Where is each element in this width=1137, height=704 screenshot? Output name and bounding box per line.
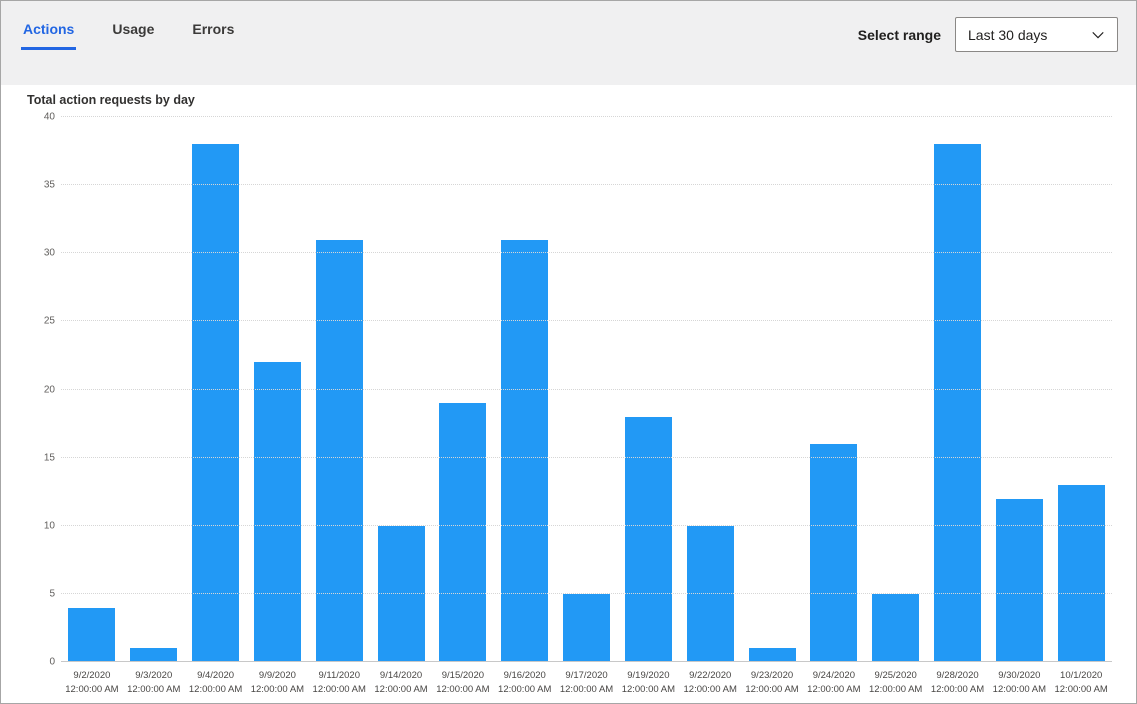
x-axis: 9/2/2020 12:00:00 AM 9/3/2020 12:00:00 AM 9/… xyxy=(61,662,1112,697)
bar-slot xyxy=(432,117,494,662)
plot-area: 9/2/2020 12:00:00 AM 9/3/2020 12:00:00 AM 9/… xyxy=(44,112,1112,695)
bar-slot xyxy=(246,117,308,662)
gridline-10 xyxy=(61,524,1112,526)
bar-slot xyxy=(803,117,865,662)
bar-slot xyxy=(494,117,556,662)
gridline-5 xyxy=(61,592,1112,594)
gridline-15 xyxy=(61,456,1112,458)
gridline-25 xyxy=(61,320,1112,322)
bar-slot xyxy=(556,117,618,662)
gridline-35 xyxy=(61,184,1112,186)
x-tick-label: 9/15/2020 12:00:00 AM xyxy=(436,670,490,695)
bar-9/15/2020 xyxy=(439,403,487,662)
bar-9/9/2020 xyxy=(253,362,301,662)
tab-bar: Actions Usage Errors xyxy=(21,15,236,50)
bar-9/17/2020 xyxy=(563,593,611,662)
y-tick-label: 5 xyxy=(49,588,55,600)
bar-slot xyxy=(741,117,803,662)
gridline-30 xyxy=(61,252,1112,254)
bar-slot xyxy=(308,117,370,662)
bar-9/25/2020 xyxy=(872,593,920,662)
bar-slot xyxy=(370,117,432,662)
x-tick-label: 9/25/2020 12:00:00 AM xyxy=(869,670,923,695)
x-tick-label: 9/28/2020 12:00:00 AM xyxy=(930,670,985,695)
bar-9/4/2020 xyxy=(192,144,240,662)
x-tick-label: 9/17/2020 12:00:00 AM xyxy=(559,670,614,695)
tab-actions[interactable]: Actions xyxy=(21,15,77,50)
range-dropdown-value: Last 30 days xyxy=(968,26,1048,43)
bar-chart: 9/2/2020 12:00:00 AM 9/3/2020 12:00:00 AM 9/… xyxy=(39,112,1118,695)
bar-9/14/2020 xyxy=(377,525,425,662)
bar-9/16/2020 xyxy=(501,239,549,662)
y-tick-label: 25 xyxy=(43,315,55,327)
x-tick-label: 9/22/2020 12:00:00 AM xyxy=(683,670,737,695)
bar-9/24/2020 xyxy=(810,444,858,662)
x-tick-label: 9/16/2020 12:00:00 AM xyxy=(498,670,552,695)
gridline-20 xyxy=(61,388,1112,390)
bar-9/3/2020 xyxy=(130,648,178,662)
chart-title: Total action requests by day xyxy=(27,93,195,107)
bar-slot xyxy=(617,117,679,662)
header: Actions Usage Errors Select range Last 3… xyxy=(1,1,1136,85)
x-tick-label: 9/2/2020 12:00:00 AM xyxy=(65,670,119,695)
bar-9/19/2020 xyxy=(624,416,672,662)
bar-9/11/2020 xyxy=(315,239,363,662)
y-tick-label: 35 xyxy=(43,179,55,191)
y-tick-label: 20 xyxy=(43,384,55,395)
range-dropdown[interactable]: Last 30 days xyxy=(955,17,1118,52)
bar-slot xyxy=(988,117,1050,662)
chevron-down-icon xyxy=(1092,31,1104,38)
gridline-0 xyxy=(61,661,1112,662)
x-tick-label: 9/11/2020 12:00:00 AM xyxy=(312,670,366,695)
bar-9/2/2020 xyxy=(68,607,116,662)
x-tick-label: 10/1/2020 12:00:00 AM xyxy=(1054,670,1108,695)
x-tick-label: 9/19/2020 12:00:00 AM xyxy=(621,670,676,695)
gridline-40 xyxy=(61,116,1112,117)
bar-9/28/2020 xyxy=(934,144,981,662)
tab-usage[interactable]: Usage xyxy=(112,21,155,37)
x-tick-label: 9/23/2020 12:00:00 AM xyxy=(745,670,799,695)
chart-card: Total action requests by day 9/2/2020 12:… xyxy=(1,85,1136,703)
y-tick-label: 30 xyxy=(43,247,55,259)
y-tick-label: 40 xyxy=(43,111,55,123)
y-tick-label: 10 xyxy=(43,520,55,532)
bar-9/30/2020 xyxy=(995,498,1043,662)
bar-9/23/2020 xyxy=(748,648,796,662)
y-tick-label: 15 xyxy=(43,452,55,464)
bar-slot xyxy=(123,117,185,662)
bar-9/22/2020 xyxy=(686,525,734,662)
x-tick-label: 9/30/2020 12:00:00 AM xyxy=(992,670,1047,695)
x-tick-label: 9/9/2020 12:00:00 AM xyxy=(250,670,305,695)
bar-slot xyxy=(865,117,927,662)
range-selector-group: Select range Last 30 days xyxy=(858,17,1118,52)
y-tick-label: 0 xyxy=(49,656,55,668)
bar-slot xyxy=(679,117,741,662)
bar-slot xyxy=(1050,117,1112,662)
x-tick-label: 9/14/2020 12:00:00 AM xyxy=(374,670,428,695)
bar-slot xyxy=(61,117,123,662)
x-tick-label: 9/3/2020 12:00:00 AM xyxy=(127,670,181,695)
x-tick-label: 9/24/2020 12:00:00 AM xyxy=(807,670,861,695)
bars-container xyxy=(61,117,1112,662)
bar-slot xyxy=(185,117,247,662)
select-range-label: Select range xyxy=(857,26,941,43)
bar-10/1/2020 xyxy=(1057,484,1105,662)
x-tick-label: 9/4/2020 12:00:00 AM xyxy=(188,670,243,695)
bar-slot xyxy=(927,117,989,662)
tab-errors[interactable]: Errors xyxy=(192,21,235,37)
